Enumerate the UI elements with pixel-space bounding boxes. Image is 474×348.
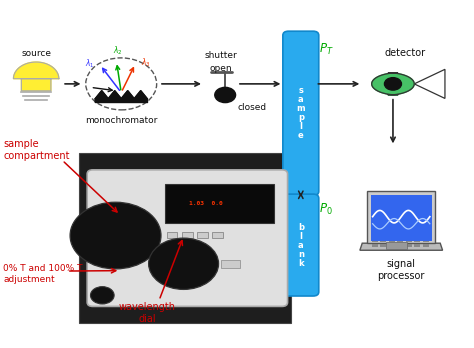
Bar bbox=[423, 244, 429, 247]
Text: source: source bbox=[21, 49, 51, 58]
Polygon shape bbox=[372, 73, 414, 95]
Text: signal
processor: signal processor bbox=[378, 259, 425, 280]
Text: sample
compartment: sample compartment bbox=[3, 139, 70, 161]
Bar bbox=[397, 239, 403, 242]
Bar bbox=[79, 153, 292, 323]
Text: shutter: shutter bbox=[204, 51, 237, 60]
Bar bbox=[414, 234, 420, 237]
Polygon shape bbox=[360, 243, 443, 250]
Polygon shape bbox=[371, 195, 432, 242]
Bar bbox=[182, 232, 192, 238]
Bar bbox=[167, 232, 177, 238]
Circle shape bbox=[91, 287, 114, 304]
Bar bbox=[386, 242, 407, 248]
Text: detector: detector bbox=[384, 48, 425, 58]
Text: $P_T$: $P_T$ bbox=[319, 42, 333, 57]
Circle shape bbox=[149, 238, 219, 290]
Bar bbox=[221, 260, 240, 268]
Text: s
a
m
p
l
e: s a m p l e bbox=[297, 86, 305, 140]
Bar bbox=[406, 239, 412, 242]
Bar bbox=[197, 232, 208, 238]
Bar bbox=[414, 244, 420, 247]
Bar bbox=[423, 234, 429, 237]
FancyBboxPatch shape bbox=[283, 194, 319, 296]
Polygon shape bbox=[95, 91, 147, 102]
Bar bbox=[397, 234, 403, 237]
Bar bbox=[397, 244, 403, 247]
Bar bbox=[380, 234, 386, 237]
Bar bbox=[423, 239, 429, 242]
Bar bbox=[406, 244, 412, 247]
Circle shape bbox=[384, 78, 401, 90]
Polygon shape bbox=[13, 62, 59, 91]
Bar bbox=[164, 184, 274, 223]
Text: $P_0$: $P_0$ bbox=[319, 202, 332, 217]
Bar bbox=[389, 244, 395, 247]
Circle shape bbox=[215, 87, 236, 103]
Bar bbox=[389, 234, 395, 237]
FancyBboxPatch shape bbox=[283, 31, 319, 196]
Text: $\lambda_3$: $\lambda_3$ bbox=[141, 56, 151, 69]
Polygon shape bbox=[414, 69, 445, 98]
Text: b
l
a
n
k: b l a n k bbox=[298, 223, 304, 268]
Text: $\lambda_2$: $\lambda_2$ bbox=[112, 45, 122, 57]
Polygon shape bbox=[367, 191, 436, 243]
Text: monochromator: monochromator bbox=[85, 116, 157, 125]
Bar bbox=[372, 244, 378, 247]
Bar bbox=[380, 239, 386, 242]
Bar bbox=[212, 232, 223, 238]
Bar bbox=[389, 239, 395, 242]
Text: 0% T and 100% T
adjustment: 0% T and 100% T adjustment bbox=[3, 264, 82, 284]
FancyBboxPatch shape bbox=[87, 170, 288, 306]
Text: 1.03  0.0: 1.03 0.0 bbox=[189, 201, 223, 206]
Bar bbox=[406, 234, 412, 237]
Bar bbox=[380, 244, 386, 247]
Text: $\lambda_1$: $\lambda_1$ bbox=[84, 57, 94, 70]
Bar bbox=[414, 239, 420, 242]
Text: wavelength
dial: wavelength dial bbox=[118, 302, 176, 324]
Text: open: open bbox=[209, 64, 232, 73]
Circle shape bbox=[70, 202, 161, 269]
Text: closed: closed bbox=[238, 103, 267, 112]
Bar bbox=[372, 234, 378, 237]
Bar bbox=[372, 239, 378, 242]
